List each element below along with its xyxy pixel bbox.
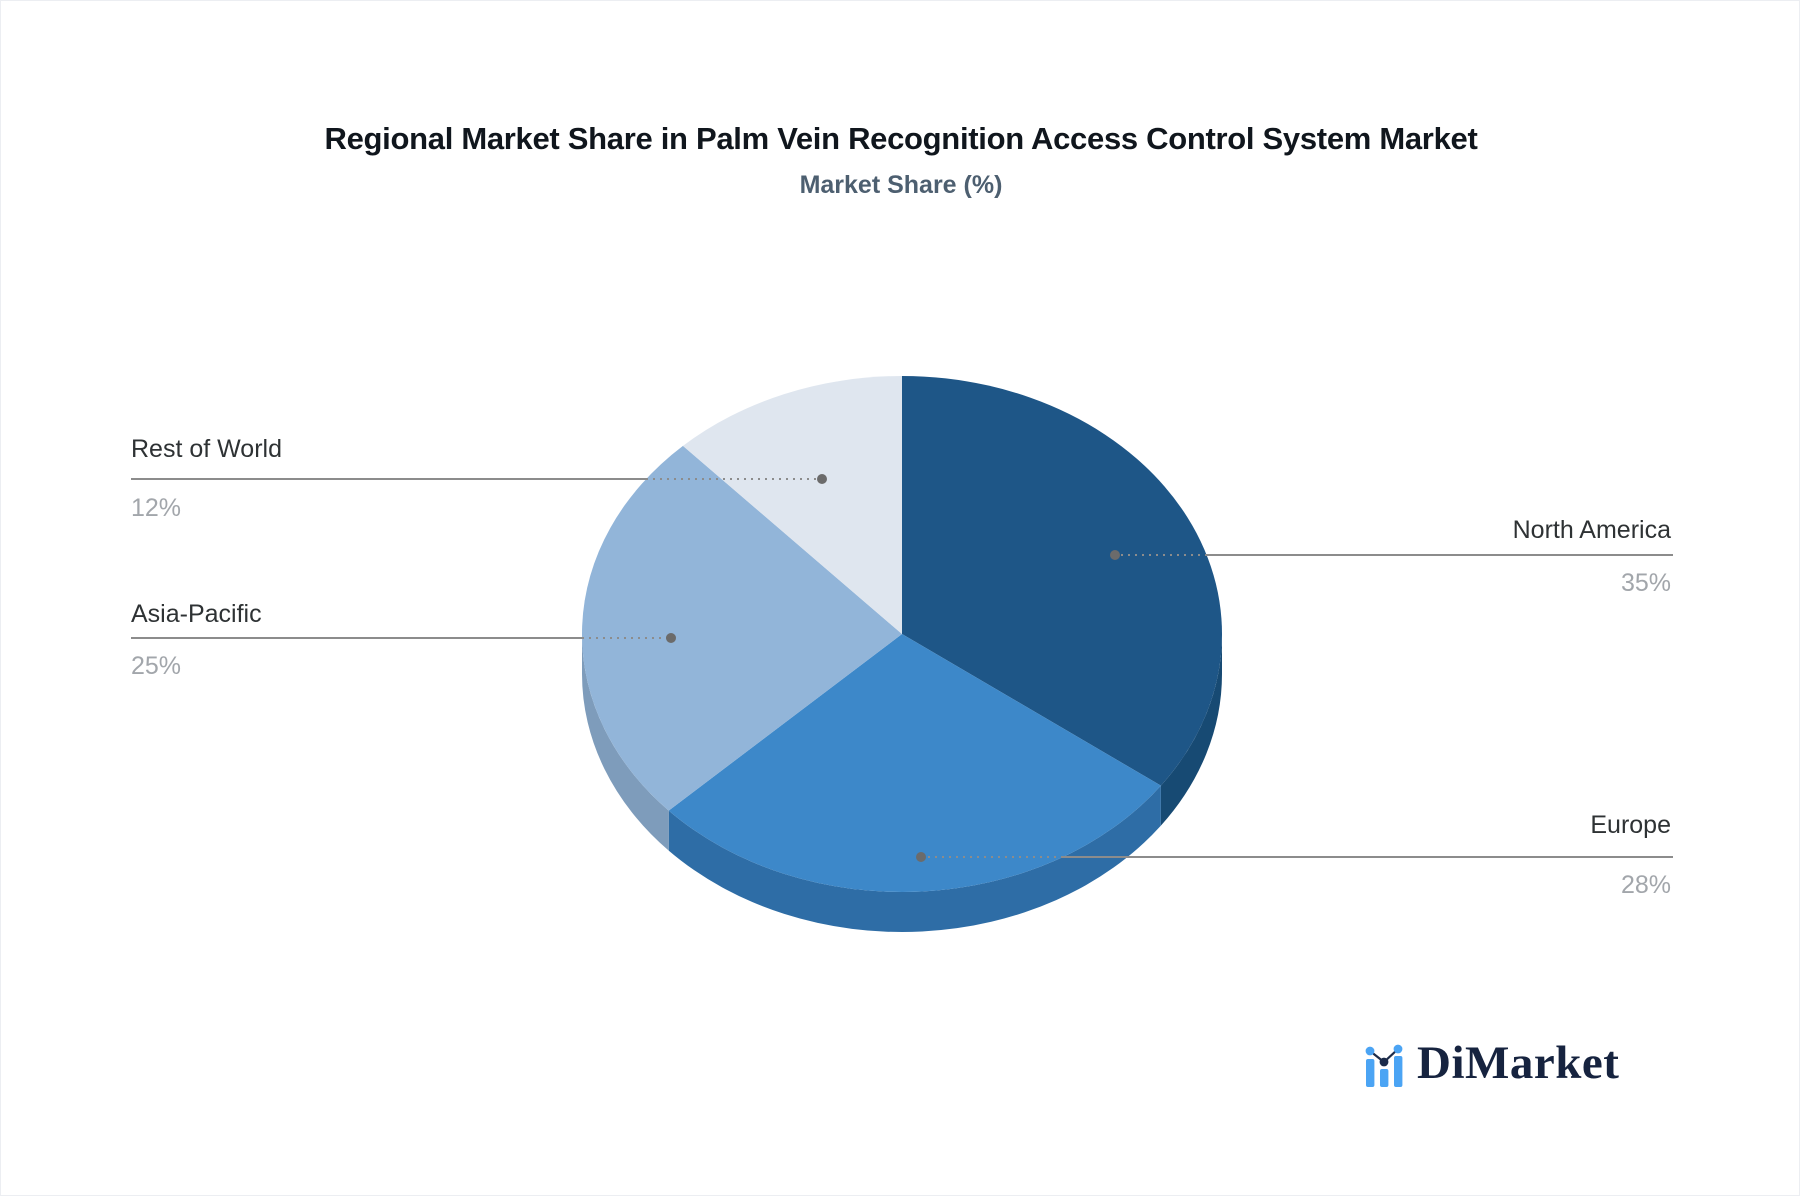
pie-side-north-america bbox=[1160, 634, 1222, 826]
slice-label-europe: Europe bbox=[1590, 811, 1671, 839]
brand-logo: DiMarket bbox=[1365, 1039, 1619, 1087]
brand-logo-text: DiMarket bbox=[1417, 1037, 1620, 1089]
slice-value-rest-of-world: 12% bbox=[131, 494, 182, 522]
chart-subtitle: Market Share (%) bbox=[799, 171, 1003, 199]
leader-anchor-dot-north-america bbox=[1110, 550, 1120, 560]
pie-slice-asia-pacific[interactable] bbox=[582, 445, 902, 811]
leader-anchor-dot-asia-pacific bbox=[666, 633, 676, 643]
slice-label-north-america: North America bbox=[1512, 516, 1671, 544]
bar-chart-logo-icon bbox=[1365, 1044, 1403, 1087]
pie-side-europe bbox=[668, 785, 1161, 933]
pie-slice-rest-of-world[interactable] bbox=[682, 376, 902, 634]
slice-value-europe: 28% bbox=[1620, 871, 1671, 899]
chart-title: Regional Market Share in Palm Vein Recog… bbox=[324, 121, 1478, 156]
pie-slice-north-america[interactable] bbox=[902, 376, 1222, 786]
pie-slice-europe[interactable] bbox=[668, 634, 1161, 892]
slice-value-north-america: 35% bbox=[1620, 569, 1671, 597]
slice-label-asia-pacific: Asia-Pacific bbox=[131, 600, 262, 628]
slice-value-asia-pacific: 25% bbox=[131, 652, 182, 680]
slice-label-rest-of-world: Rest of World bbox=[131, 435, 282, 463]
leader-anchor-dot-rest-of-world bbox=[817, 474, 827, 484]
pie-side-asia-pacific bbox=[582, 634, 669, 851]
leader-anchor-dot-europe bbox=[916, 852, 926, 862]
